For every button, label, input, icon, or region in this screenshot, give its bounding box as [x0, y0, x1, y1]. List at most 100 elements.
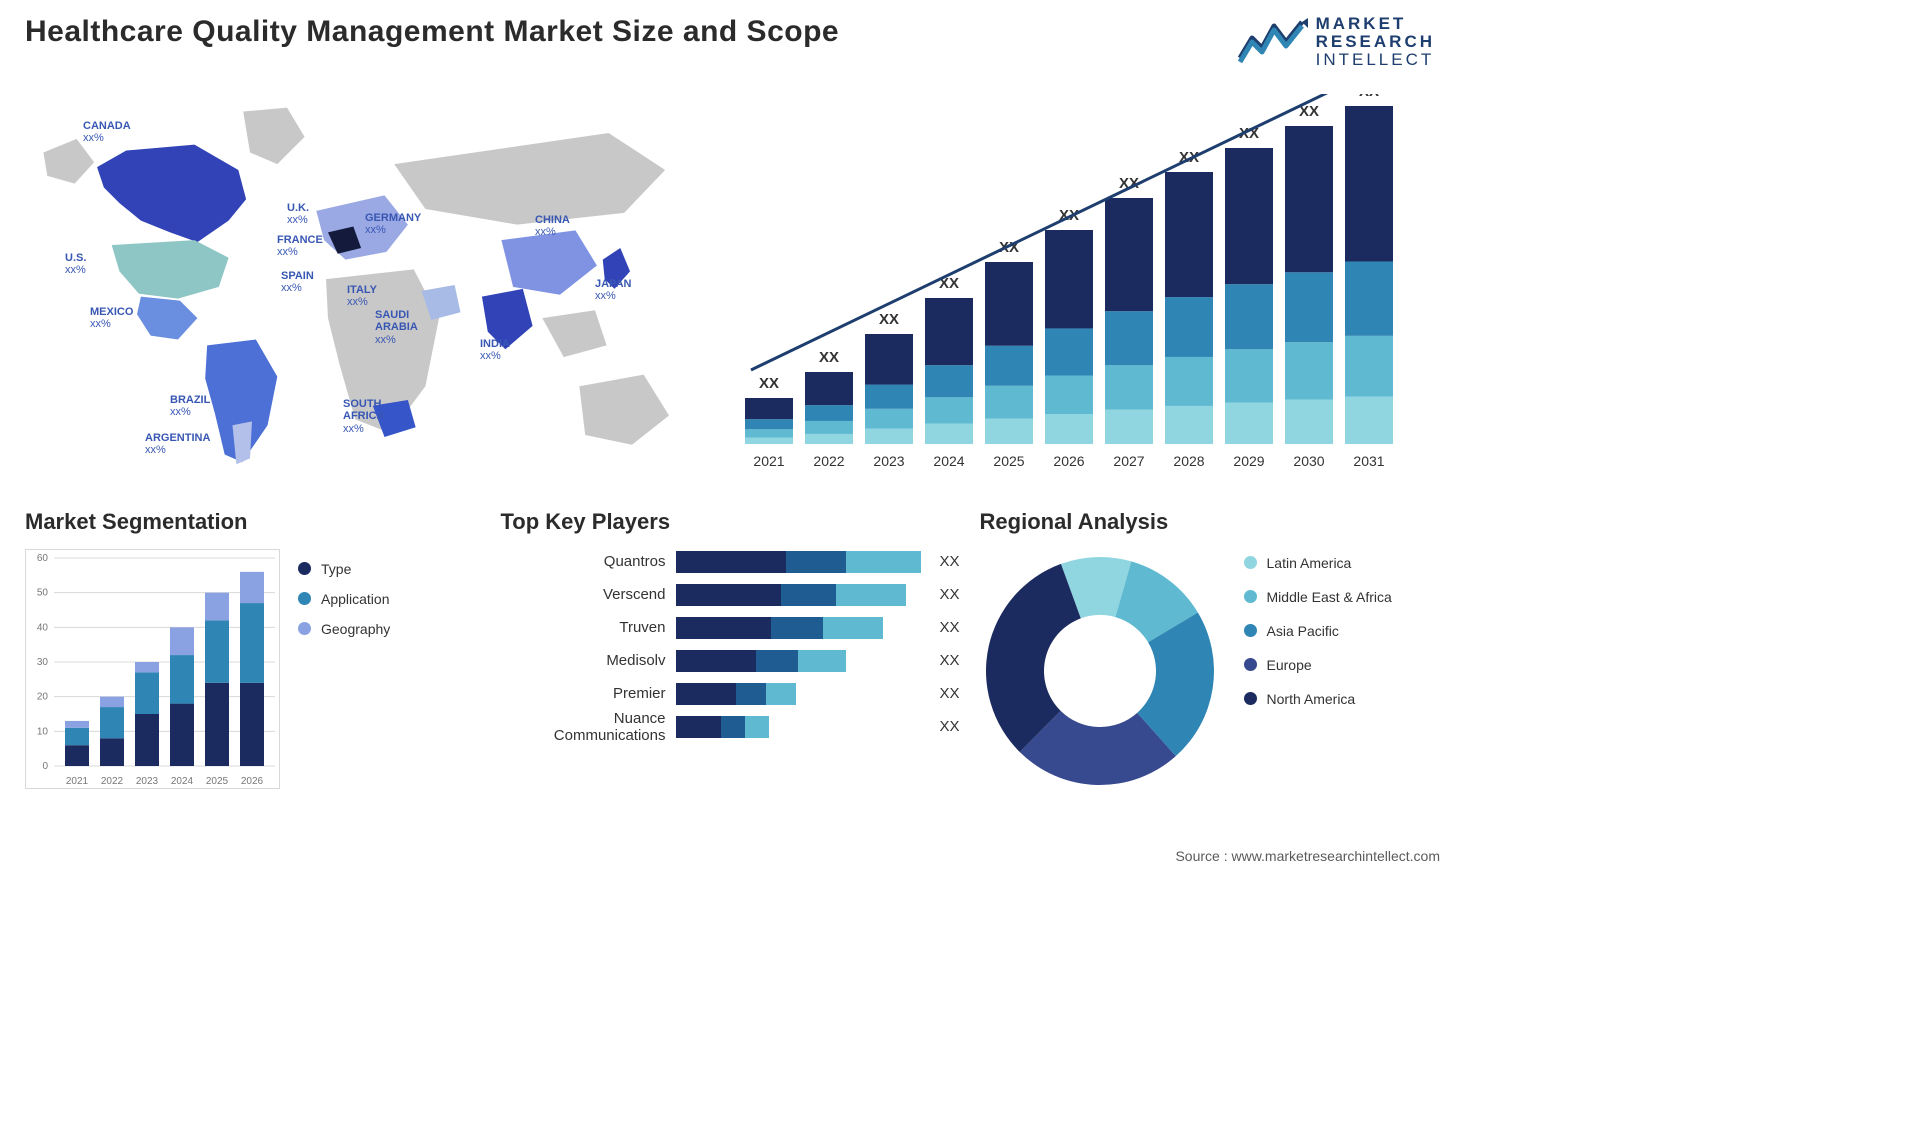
map-label-japan: JAPANxx%	[595, 278, 631, 303]
seg-ytick: 40	[37, 622, 49, 633]
main-bar-seg	[925, 365, 973, 397]
main-bar-seg	[805, 405, 853, 421]
map-label-france: FRANCExx%	[277, 234, 323, 259]
main-bar-seg	[925, 298, 973, 365]
regional-title: Regional Analysis	[980, 509, 1436, 535]
seg-legend-item: Type	[298, 561, 390, 577]
seg-ytick: 0	[42, 761, 48, 772]
seg-bar-seg	[135, 672, 159, 714]
seg-xlabel: 2025	[206, 776, 229, 787]
player-bar	[676, 683, 926, 705]
seg-bar-seg	[135, 714, 159, 766]
map-label-india: INDIAxx%	[480, 338, 510, 363]
player-bar-seg	[781, 584, 836, 606]
brand-logo: MARKET RESEARCH INTELLECT	[1238, 15, 1435, 69]
main-bar-seg	[1165, 405, 1213, 443]
map-region-greenland	[243, 107, 304, 164]
segmentation-title: Market Segmentation	[25, 509, 481, 535]
main-bar-year: 2021	[754, 453, 785, 469]
main-bar-seg	[745, 419, 793, 429]
player-bar-seg	[836, 584, 906, 606]
map-label-spain: SPAINxx%	[281, 270, 314, 295]
player-bar-seg	[676, 650, 756, 672]
player-name: Truven	[501, 619, 676, 636]
player-bar-seg	[676, 683, 736, 705]
main-bar-year: 2030	[1294, 453, 1325, 469]
map-region-mexico	[137, 296, 197, 339]
player-bar	[676, 650, 926, 672]
main-bar-seg	[1105, 409, 1153, 443]
main-bar-seg	[1225, 148, 1273, 284]
regional-legend-label: Middle East & Africa	[1267, 589, 1392, 605]
world-map: CANADAxx%U.S.xx%MEXICOxx%BRAZILxx%ARGENT…	[25, 94, 701, 474]
key-players-panel: Top Key Players QuantrosXXVerscendXXTruv…	[501, 509, 960, 789]
regional-panel: Regional Analysis Latin AmericaMiddle Ea…	[980, 509, 1436, 789]
map-label-china: CHINAxx%	[535, 214, 570, 239]
main-bar-year: 2028	[1174, 453, 1205, 469]
seg-legend-label: Type	[321, 561, 351, 577]
seg-ytick: 30	[37, 657, 49, 668]
map-region-russia	[394, 133, 665, 225]
seg-bar-seg	[240, 682, 264, 765]
player-bar	[676, 716, 926, 738]
key-players-chart: QuantrosXXVerscendXXTruvenXXMedisolvXXPr…	[501, 549, 960, 789]
regional-legend-item: Europe	[1244, 657, 1392, 673]
main-bar-seg	[1045, 230, 1093, 328]
segmentation-legend: Type Application Geography	[298, 549, 390, 637]
legend-dot-icon	[1244, 590, 1257, 603]
main-bar-seg	[865, 428, 913, 443]
player-name: Quantros	[501, 553, 676, 570]
map-region-north-america-us	[112, 240, 229, 298]
main-bar-year: 2031	[1354, 453, 1385, 469]
regional-legend-item: Middle East & Africa	[1244, 589, 1392, 605]
seg-bar-seg	[100, 696, 124, 706]
legend-dot-icon	[298, 622, 311, 635]
regional-legend-label: Asia Pacific	[1267, 623, 1339, 639]
main-bar-seg	[1225, 284, 1273, 349]
map-label-germany: GERMANYxx%	[365, 212, 421, 237]
player-row: VerscendXX	[501, 582, 960, 608]
seg-bar-seg	[65, 720, 89, 727]
player-bar	[676, 584, 926, 606]
map-region-australia	[579, 374, 669, 444]
player-value: XX	[926, 652, 960, 669]
seg-bar-seg	[205, 620, 229, 682]
seg-bar-seg	[205, 682, 229, 765]
logo-icon	[1238, 18, 1308, 66]
main-bar-value: XX	[759, 375, 779, 392]
player-bar-seg	[786, 551, 846, 573]
seg-legend-label: Geography	[321, 621, 390, 637]
seg-bar-seg	[170, 703, 194, 765]
player-bar-seg	[745, 716, 769, 738]
seg-xlabel: 2021	[66, 776, 89, 787]
logo-line2: RESEARCH	[1316, 33, 1435, 51]
main-bar-seg	[1045, 328, 1093, 375]
main-bar-seg	[1345, 261, 1393, 335]
player-bar-seg	[823, 617, 883, 639]
main-bar-seg	[745, 429, 793, 437]
main-bar-seg	[1165, 356, 1213, 405]
map-label-south-africa: SOUTHAFRICAxx%	[343, 398, 385, 436]
main-bar-seg	[985, 385, 1033, 418]
main-bar-seg	[1345, 106, 1393, 261]
player-value: XX	[926, 619, 960, 636]
seg-ytick: 60	[37, 553, 49, 564]
map-label-argentina: ARGENTINAxx%	[145, 432, 210, 457]
legend-dot-icon	[1244, 658, 1257, 671]
player-row: Truven XX	[501, 615, 960, 641]
player-name: Verscend	[501, 586, 676, 603]
player-name: Premier	[501, 685, 676, 702]
seg-legend-label: Application	[321, 591, 390, 607]
main-bar-year: 2024	[934, 453, 965, 469]
player-bar	[676, 617, 926, 639]
main-bar-value: XX	[879, 311, 899, 328]
map-region-alaska	[43, 138, 94, 183]
main-bar-value: XX	[819, 349, 839, 366]
player-row: PremierXX	[501, 681, 960, 707]
seg-xlabel: 2024	[171, 776, 194, 787]
map-label-saudi-arabia: SAUDIARABIAxx%	[375, 309, 418, 347]
main-bar-seg	[985, 418, 1033, 443]
regional-legend-item: Asia Pacific	[1244, 623, 1392, 639]
main-bar-seg	[1285, 126, 1333, 272]
main-bar-seg	[1105, 198, 1153, 311]
